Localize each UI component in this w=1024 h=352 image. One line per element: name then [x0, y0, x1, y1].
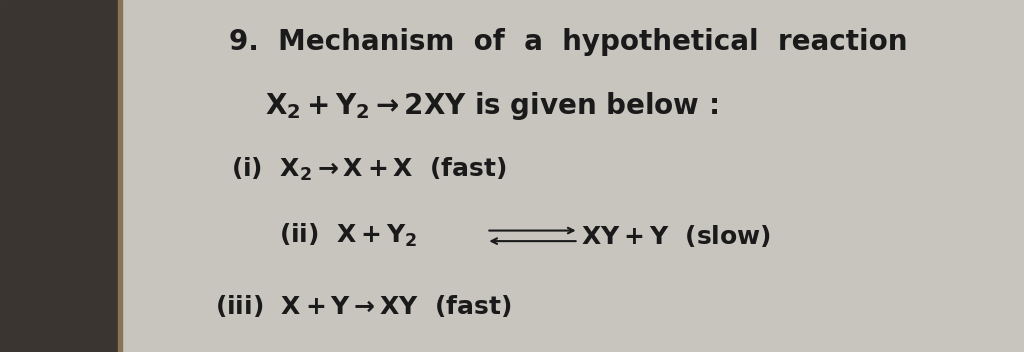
Text: $\mathregular{XY + Y}$  (slow): $\mathregular{XY + Y}$ (slow)	[581, 223, 771, 249]
Text: $\mathregular{X_2 + Y_2 \rightarrow 2XY}$ is given below :: $\mathregular{X_2 + Y_2 \rightarrow 2XY}…	[265, 90, 718, 121]
Text: (iii)  $\mathregular{X + Y \rightarrow XY}$  (fast): (iii) $\mathregular{X + Y \rightarrow XY…	[215, 293, 512, 319]
Bar	[118, 0, 122, 352]
Text: 9.  Mechanism  of  a  hypothetical  reaction: 9. Mechanism of a hypothetical reaction	[229, 28, 907, 56]
Text: (i)  $\mathregular{X_2 \rightarrow X + X}$  (fast): (i) $\mathregular{X_2 \rightarrow X + X}…	[230, 155, 507, 183]
Bar	[0, 0, 118, 352]
Text: (ii)  $\mathregular{X + Y_2}$: (ii) $\mathregular{X + Y_2}$	[279, 222, 418, 250]
